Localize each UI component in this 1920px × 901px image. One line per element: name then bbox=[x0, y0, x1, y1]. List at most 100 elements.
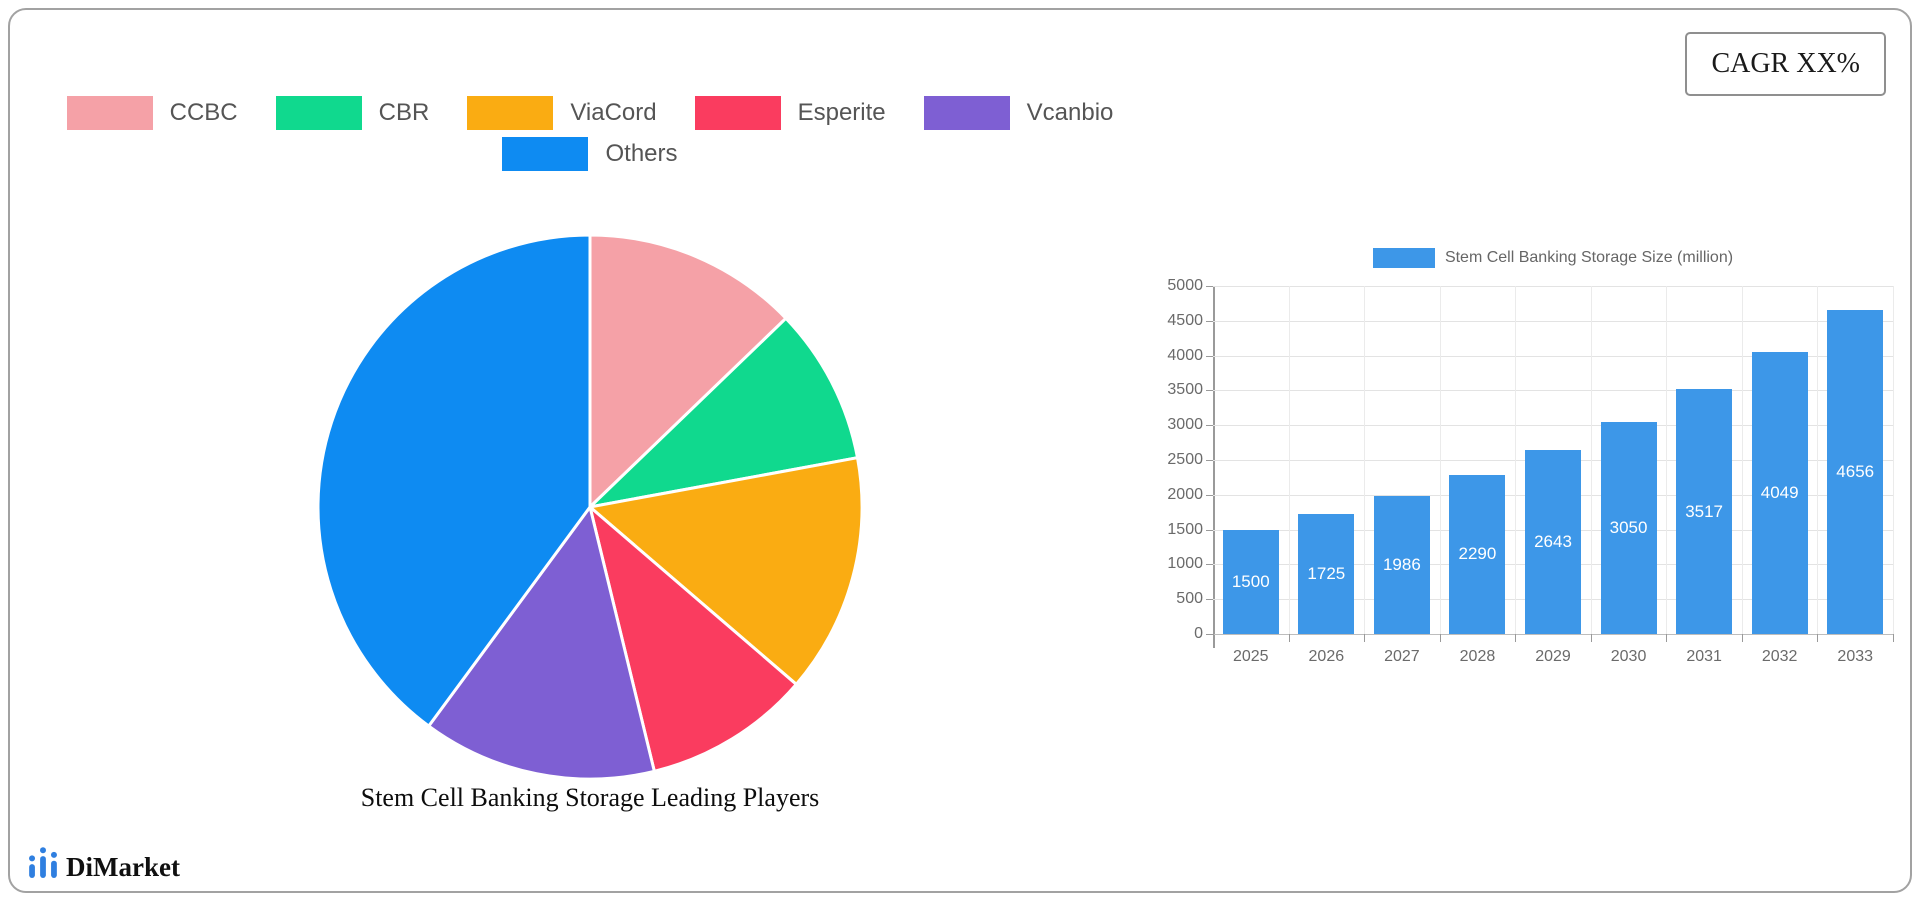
bar-2030: 3050 bbox=[1600, 421, 1657, 634]
gridline-v bbox=[1741, 286, 1743, 634]
y-axis-label: 3000 bbox=[1167, 416, 1203, 434]
bar-chart-logo-icon bbox=[29, 847, 57, 878]
bar-legend-swatch bbox=[1372, 248, 1435, 268]
pie-slice-viacord bbox=[588, 456, 864, 686]
y-axis-label: 1500 bbox=[1167, 520, 1203, 538]
y-axis-label: 1000 bbox=[1167, 555, 1203, 573]
gridline-v bbox=[1666, 286, 1668, 634]
x-tick bbox=[1364, 634, 1366, 642]
x-axis-label: 2033 bbox=[1837, 648, 1874, 665]
y-tick bbox=[1206, 355, 1213, 357]
pie-legend: CCBC CBR ViaCord Esperite Vcanbio Others bbox=[30, 96, 1150, 171]
pie-slice-others bbox=[316, 233, 592, 728]
x-axis-label: 2026 bbox=[1308, 648, 1345, 665]
bar-value-label: 4656 bbox=[1836, 461, 1875, 481]
gridline-v bbox=[1817, 286, 1819, 634]
bar-chart-legend: Stem Cell Banking Storage Size (million) bbox=[1213, 248, 1893, 268]
bar-legend-label: Stem Cell Banking Storage Size (million) bbox=[1444, 249, 1734, 266]
y-axis-label: 2000 bbox=[1167, 485, 1203, 503]
legend-swatch bbox=[694, 96, 781, 130]
bar-value-label: 1986 bbox=[1382, 554, 1421, 574]
y-axis-label: 4000 bbox=[1167, 346, 1203, 364]
gridline-h bbox=[1213, 355, 1893, 357]
x-axis-label: 2028 bbox=[1459, 648, 1496, 665]
pie-slice-cbr bbox=[588, 316, 859, 509]
legend-swatch bbox=[467, 96, 554, 130]
bar-2029: 2643 bbox=[1525, 450, 1581, 634]
bar-value-label: 4049 bbox=[1760, 483, 1799, 503]
gridline-v bbox=[1439, 286, 1441, 634]
legend-swatch bbox=[66, 96, 153, 130]
bar-value-label: 1725 bbox=[1307, 563, 1346, 583]
pie-chart-title: Stem Cell Banking Storage Leading Player… bbox=[360, 783, 820, 812]
y-axis-label: 500 bbox=[1176, 590, 1203, 608]
y-tick bbox=[1206, 390, 1213, 392]
legend-swatch bbox=[275, 96, 362, 130]
y-axis-label: 2500 bbox=[1167, 451, 1203, 468]
x-tick bbox=[1666, 634, 1668, 642]
x-tick bbox=[1741, 634, 1743, 642]
x-tick bbox=[1817, 634, 1819, 642]
gridline-h bbox=[1213, 425, 1893, 427]
pie-slice-ccbc bbox=[588, 233, 788, 509]
x-axis-label: 2032 bbox=[1761, 648, 1798, 665]
x-tick bbox=[1213, 634, 1214, 642]
y-axis-label: 3500 bbox=[1167, 381, 1203, 399]
gridline-h bbox=[1213, 286, 1893, 287]
x-tick bbox=[1590, 634, 1592, 642]
legend-item-esperite: Esperite bbox=[694, 96, 886, 130]
x-axis-label: 2025 bbox=[1232, 648, 1269, 665]
cagr-label: CAGR XX% bbox=[1711, 48, 1860, 79]
gridline-v bbox=[1515, 286, 1517, 634]
x-axis-label: 2030 bbox=[1610, 648, 1647, 665]
bar-value-label: 1500 bbox=[1231, 571, 1270, 591]
x-axis-label: 2029 bbox=[1535, 648, 1571, 665]
pie-slice-vcanbio bbox=[427, 505, 656, 781]
y-axis-label: 5000 bbox=[1167, 277, 1203, 294]
legend-label: ViaCord bbox=[570, 99, 657, 126]
y-axis-line bbox=[1213, 286, 1215, 648]
bar-2032: 4049 bbox=[1751, 352, 1808, 634]
pie-chart-svg bbox=[316, 233, 864, 781]
bar-2033: 4656 bbox=[1827, 309, 1884, 634]
gridline-v bbox=[1364, 286, 1366, 634]
y-tick bbox=[1206, 494, 1213, 496]
bar-2031: 3517 bbox=[1676, 389, 1733, 634]
legend-label: CBR bbox=[378, 99, 430, 126]
bar-2025: 1500 bbox=[1222, 529, 1279, 634]
dimarket-logo: DiMarket bbox=[28, 845, 180, 881]
bar-chart-plot-area: 0 500 1000 1500 2000 2500 3000 3500 4000 4500 5000… bbox=[1167, 277, 1894, 665]
y-tick bbox=[1206, 564, 1213, 566]
y-tick bbox=[1206, 286, 1213, 287]
bar-value-label: 3050 bbox=[1609, 517, 1648, 537]
legend-label: Vcanbio bbox=[1026, 99, 1114, 126]
x-tick bbox=[1893, 634, 1894, 642]
pie-chart-section: CCBC CBR ViaCord Esperite Vcanbio Others bbox=[30, 96, 1150, 171]
gridline-v bbox=[1590, 286, 1592, 634]
bar-2027: 1986 bbox=[1373, 495, 1430, 634]
pie-legend-row-2: Others bbox=[502, 137, 678, 171]
x-axis-label: 2027 bbox=[1384, 648, 1420, 665]
x-axis-label: 2031 bbox=[1686, 648, 1722, 665]
legend-label: Esperite bbox=[797, 99, 886, 126]
y-tick bbox=[1206, 460, 1213, 461]
bar-value-label: 2290 bbox=[1458, 544, 1497, 564]
legend-item-viacord: ViaCord bbox=[467, 96, 657, 130]
x-axis-line bbox=[1213, 634, 1893, 635]
legend-item-cbr: CBR bbox=[275, 96, 430, 130]
x-tick bbox=[1288, 634, 1290, 642]
cagr-badge: CAGR XX% bbox=[1685, 32, 1886, 96]
y-tick bbox=[1206, 425, 1213, 427]
bar-2028: 2290 bbox=[1449, 474, 1506, 634]
gridline-v bbox=[1893, 286, 1894, 634]
y-tick bbox=[1206, 599, 1213, 601]
y-tick bbox=[1206, 634, 1213, 635]
legend-item-ccbc: CCBC bbox=[66, 96, 238, 130]
bar-value-label: 2643 bbox=[1534, 532, 1572, 552]
bar-value-label: 3517 bbox=[1685, 501, 1724, 521]
pie-legend-row-1: CCBC CBR ViaCord Esperite Vcanbio bbox=[66, 96, 1114, 130]
legend-swatch bbox=[502, 137, 589, 171]
y-axis-label: 4500 bbox=[1167, 311, 1203, 329]
x-tick bbox=[1439, 634, 1441, 642]
